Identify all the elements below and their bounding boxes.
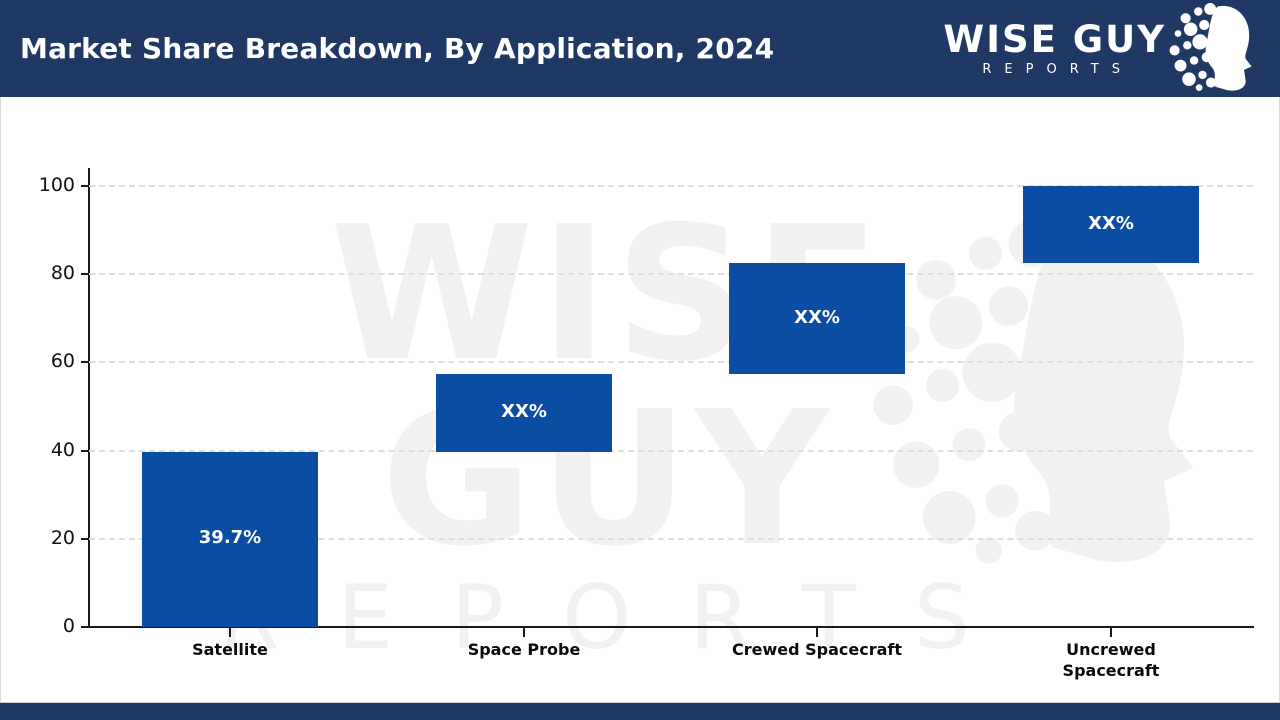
category-label-line: Spacecraft [1062, 660, 1160, 680]
category-label-line: Space Probe [467, 640, 581, 659]
brand-logo-text: WISE GUY REPORTS [943, 21, 1166, 76]
y-tick-mark [81, 273, 89, 276]
bar-value-label: XX% [794, 306, 840, 328]
y-tick-mark [81, 361, 89, 364]
y-tick-label: 80 [50, 262, 75, 285]
category-label-line: Crewed Spacecraft [731, 640, 903, 659]
chart-title: Market Share Breakdown, By Application, … [20, 32, 775, 65]
y-tick-mark [81, 626, 89, 628]
y-tick-label: 100 [38, 174, 75, 196]
x-axis-line [88, 626, 1254, 628]
footer-bar [0, 702, 1280, 720]
y-tick-label: 40 [50, 438, 75, 461]
bar-value-label: XX% [1088, 212, 1134, 234]
y-tick-mark [81, 185, 89, 187]
y-axis-line [88, 168, 90, 628]
category-label: Crewed Spacecraft [707, 640, 927, 661]
bar-value-label: 39.7% [198, 527, 262, 549]
gridline [89, 273, 1253, 276]
header-bar: Market Share Breakdown, By Application, … [0, 0, 1280, 97]
bar [436, 374, 612, 452]
category-label-line: Satellite [192, 640, 268, 659]
y-tick-mark [81, 537, 89, 540]
y-tick-label: 60 [50, 350, 75, 373]
x-tick-mark [229, 628, 231, 637]
y-tick-mark [81, 449, 89, 452]
brand-name: WISE GUY [943, 18, 1166, 61]
bar-value-label: XX% [501, 401, 547, 423]
x-tick-mark [1110, 628, 1112, 637]
y-tick-label: 0 [62, 615, 75, 637]
category-label: Uncrewed Spacecraft [1001, 640, 1221, 682]
gridline [89, 361, 1253, 364]
gridline [89, 185, 1253, 187]
brand-subname: REPORTS [982, 62, 1133, 77]
gridline [89, 449, 1253, 452]
x-tick-mark [523, 628, 525, 637]
brand-head-icon [1168, 2, 1254, 95]
y-tick-label: 20 [50, 526, 75, 549]
category-label: Satellite [120, 640, 340, 661]
category-label-line: Uncrewed [1066, 640, 1156, 659]
bar [142, 451, 318, 627]
brand-logo: WISE GUY REPORTS [943, 2, 1254, 95]
category-label: Space Probe [414, 640, 634, 661]
gridline [89, 537, 1253, 540]
bar [729, 263, 905, 375]
x-tick-mark [816, 628, 818, 637]
